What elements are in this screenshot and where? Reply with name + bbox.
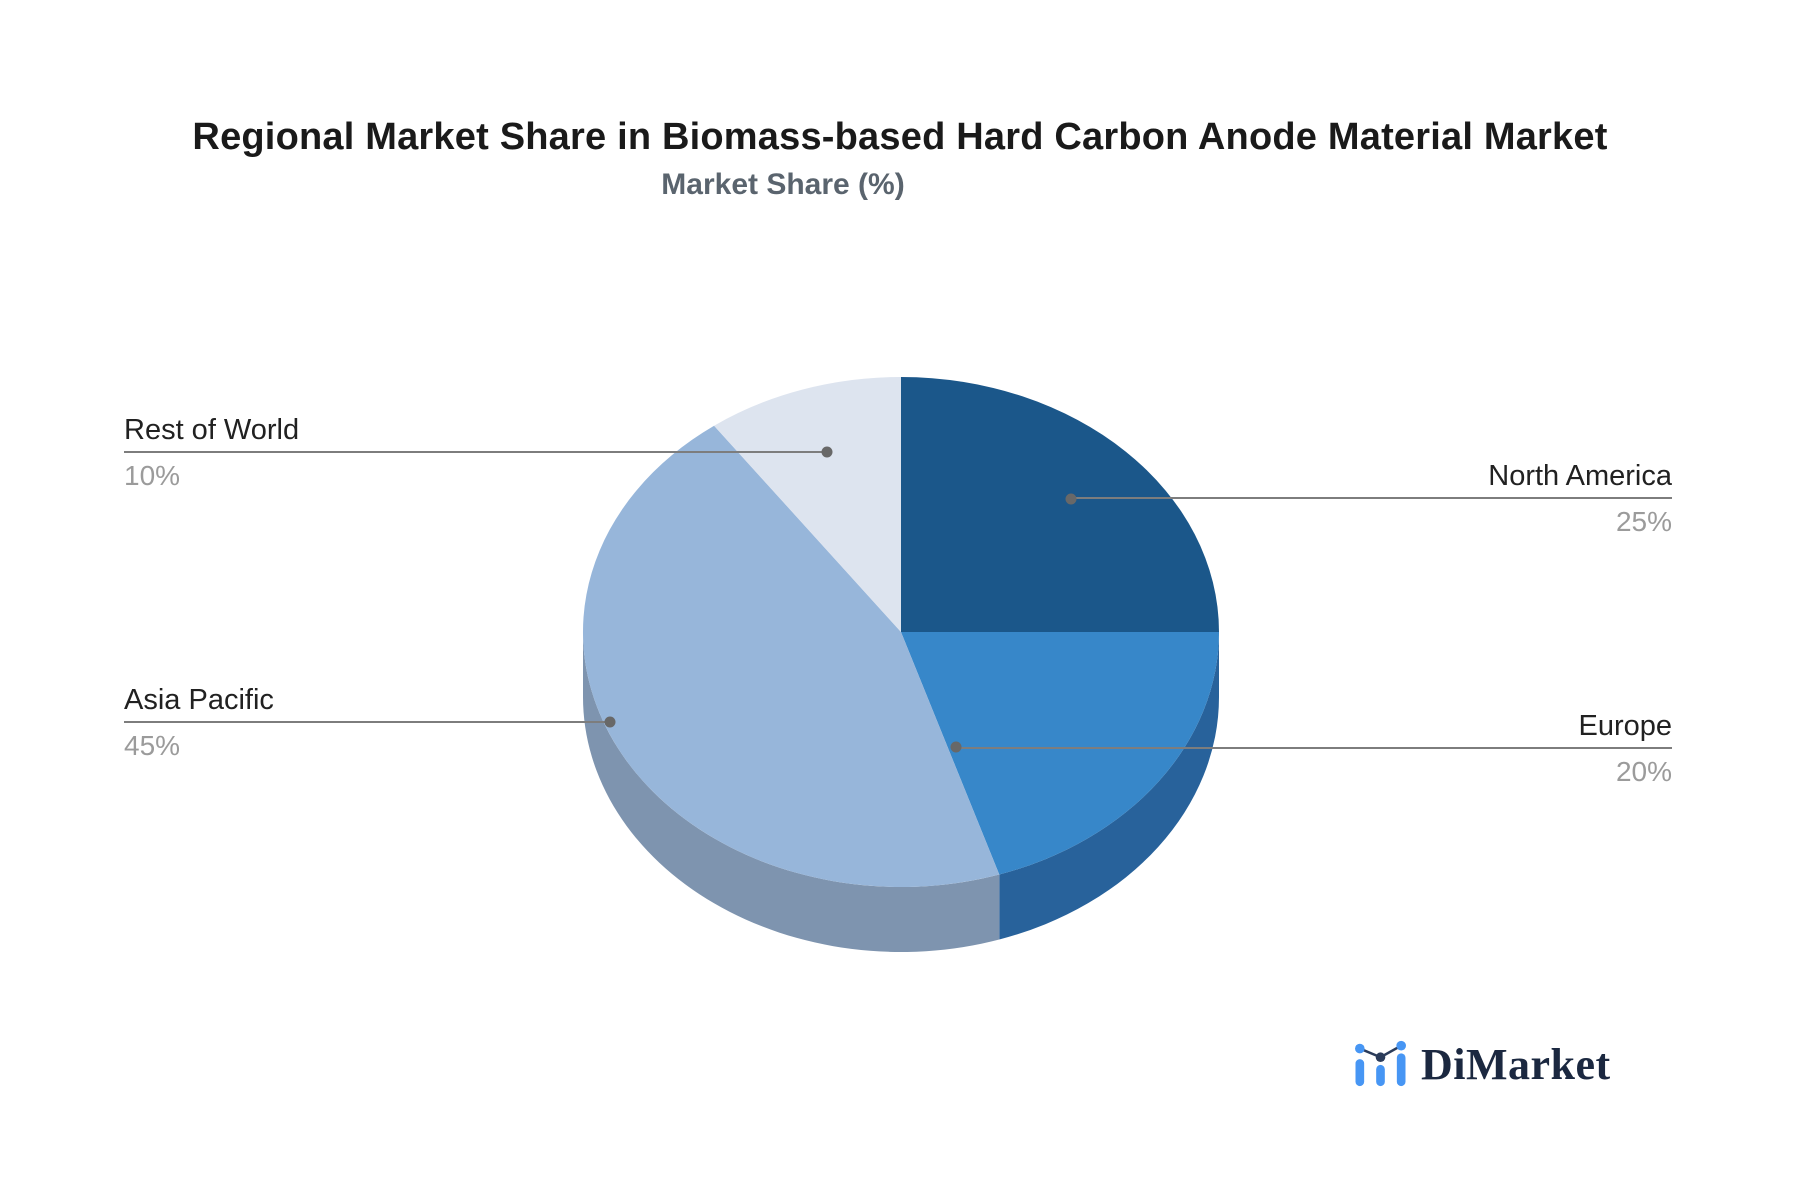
leader-dot-rest-of-world — [821, 446, 833, 458]
pie-slice-side-asia-pacific — [583, 632, 1000, 953]
callout-value-rest-of-world: 10% — [124, 460, 181, 491]
callout-label-rest-of-world: Rest of World — [124, 414, 300, 446]
callout-value-europe: 20% — [1615, 756, 1672, 787]
dimarket-logo[interactable]: DiMarket — [1352, 1038, 1611, 1088]
pie-slice-europe[interactable] — [901, 632, 1219, 875]
callout-label-asia-pacific: Asia Pacific — [124, 684, 274, 716]
callout-label-europe: Europe — [1578, 710, 1672, 742]
bar-line-chart-icon — [1355, 1040, 1406, 1087]
pie-slice-side-europe — [999, 632, 1219, 940]
chart-title: Regional Market Share in Biomass-based H… — [192, 116, 1608, 158]
pie-slice-north-america[interactable] — [901, 377, 1219, 632]
leader-dot-asia-pacific — [604, 716, 616, 728]
pie-slice-rest-of-world[interactable] — [714, 377, 901, 632]
leader-dot-europe — [950, 741, 962, 753]
callout-value-north-america: 25% — [1615, 506, 1672, 537]
chart-subtitle: Market Share (%) — [661, 168, 905, 201]
callout-value-asia-pacific: 45% — [124, 730, 181, 761]
pie-slice-asia-pacific[interactable] — [582, 425, 1000, 888]
callout-label-north-america: North America — [1488, 460, 1672, 492]
leader-dot-north-america — [1065, 493, 1077, 505]
logo-text: DiMarket — [1421, 1040, 1611, 1089]
